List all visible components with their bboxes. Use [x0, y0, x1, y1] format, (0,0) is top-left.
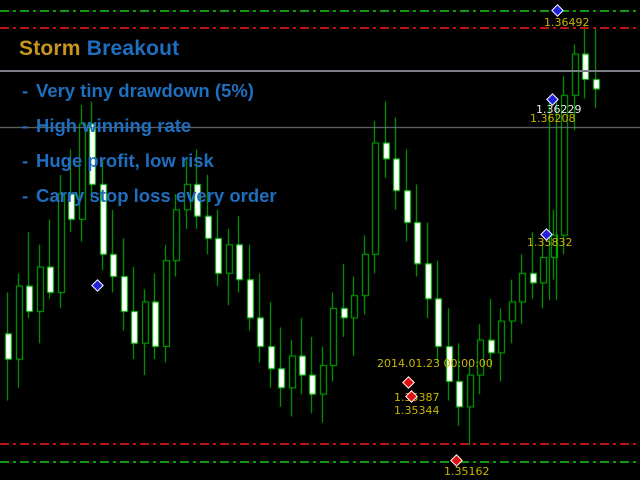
promo-block: Storm Breakout - Very tiny drawdown (5%) -… — [0, 34, 420, 220]
stop-loss-lower-label: 1.35344 — [394, 404, 440, 417]
take-profit-top-label: 1.36492 — [544, 16, 590, 29]
feature-list-item: - Very tiny drawdown (5%) — [0, 80, 420, 102]
page-title-word-secondary: Breakout — [86, 37, 180, 60]
entry-upper-white-label: 1.36229 — [536, 103, 582, 116]
page-title: Storm Breakout — [0, 34, 420, 64]
feature-list-item: - Huge profit, low risk — [0, 150, 420, 172]
lower-limit-line — [0, 443, 640, 445]
feature-list-item-label: Huge profit, low risk — [36, 150, 214, 171]
title-divider — [0, 70, 640, 72]
feature-list: - Very tiny drawdown (5%) - High winning ra… — [0, 80, 420, 207]
feature-list-item: - High winning rate — [0, 115, 420, 137]
entry-upper-yellow-label: 1.36208 — [530, 112, 576, 125]
feature-list-item-label: High winning rate — [36, 115, 192, 136]
stop-loss-bottom-label: 1.35162 — [444, 465, 490, 478]
feature-list-item-label: Very tiny drawdown (5%) — [36, 80, 254, 101]
entry-lower-label: 1.35832 — [527, 236, 573, 249]
bullet-dash: - — [22, 150, 29, 171]
upper-limit-line — [0, 27, 640, 29]
feature-list-item-label: Carry stop loss every order — [36, 185, 277, 206]
feature-list-item: - Carry stop loss every order — [0, 185, 420, 207]
bullet-dash: - — [22, 115, 29, 136]
order-timestamp-label: 2014.01.23 00:00:00 — [377, 357, 493, 370]
upper-target-line — [0, 10, 640, 12]
lower-target-line — [0, 461, 640, 463]
page-title-word-primary: Storm — [19, 37, 81, 60]
bullet-dash: - — [22, 80, 29, 101]
bullet-dash: - — [22, 185, 29, 206]
